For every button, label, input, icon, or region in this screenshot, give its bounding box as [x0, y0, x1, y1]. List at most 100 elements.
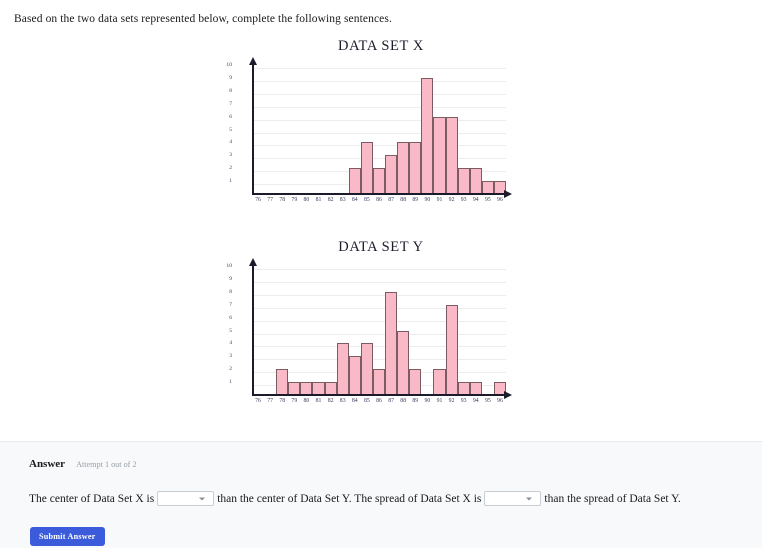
x-tick-label: 82 [327, 197, 334, 203]
x-tick-label: 85 [363, 197, 370, 203]
chart-data-set-y: DATA SET Y 1 2 3 4 5 6 7 8 9 10 76 77 78 79 80 81 82 83 8… [0, 239, 762, 412]
chevron-down-icon [526, 497, 533, 500]
gridline [252, 80, 506, 82]
question-prompt: Based on the two data sets represented b… [14, 13, 392, 25]
x-tick-label: 79 [291, 197, 298, 203]
bar [469, 168, 482, 194]
x-axis-line-y [252, 394, 506, 396]
x-tick-label: 92 [448, 398, 455, 404]
y-tick-label: 4 [229, 340, 232, 347]
x-tick-label: 79 [291, 398, 298, 404]
bar [409, 369, 422, 395]
x-tick-label: 88 [400, 398, 407, 404]
bar [385, 291, 398, 395]
bar [421, 77, 434, 194]
sentence-part-2: than the center of Data Set Y. The sprea… [217, 492, 482, 505]
chart-title-x: DATA SET X [338, 38, 424, 54]
x-tick-label: 87 [388, 197, 394, 203]
bar [372, 168, 386, 194]
x-tick-label: 93 [460, 398, 467, 404]
bars-x [252, 63, 506, 194]
submit-answer-button[interactable]: Submit Answer [30, 527, 105, 546]
x-tick-label: 84 [351, 197, 358, 203]
x-tick-label: 96 [497, 398, 503, 404]
y-axis-line-x [252, 63, 254, 194]
y-tick-label: 5 [229, 327, 232, 334]
gridline [252, 294, 506, 296]
sentence-part-1: The center of Data Set X is [29, 492, 155, 505]
y-tick-label: 10 [226, 62, 232, 68]
bar [336, 343, 349, 395]
gridline [252, 333, 506, 335]
x-tick-label: 94 [472, 197, 479, 203]
x-tick-label: 95 [484, 398, 491, 404]
y-tick-label: 6 [229, 314, 232, 321]
bar [348, 356, 361, 395]
bar [433, 116, 446, 194]
x-tick-label: 90 [424, 398, 431, 404]
gridline [252, 269, 506, 270]
gridline [252, 119, 506, 121]
chevron-down-icon [199, 497, 206, 500]
x-axis-labels-x: 76 77 78 79 80 81 82 83 84 85 86 87 88 89 90 91 92 93 94 95… [252, 197, 506, 209]
x-tick-label: 78 [279, 197, 286, 203]
x-tick-label: 95 [484, 197, 491, 203]
y-axis-arrow-icon-x [248, 57, 257, 65]
x-tick-label: 86 [376, 197, 382, 203]
spread-comparison-select[interactable] [484, 491, 542, 506]
answer-heading: Answer [29, 458, 66, 470]
x-axis-arrow-icon-y [504, 390, 512, 399]
x-tick-label: 88 [400, 197, 407, 203]
plot-area-x: 1 2 3 4 5 6 7 8 9 10 76 77 78 79 80 81 82 83 84 85 86 87 88 89… [226, 57, 526, 211]
bars-y [252, 264, 506, 395]
bar [385, 155, 398, 194]
x-tick-label: 94 [472, 398, 479, 404]
chart-title-y: DATA SET Y [338, 239, 424, 255]
bar [409, 142, 422, 194]
y-tick-label: 8 [229, 288, 232, 295]
y-tick-label: 6 [229, 113, 232, 120]
x-tick-label: 77 [267, 398, 274, 404]
gridline [252, 359, 506, 361]
x-tick-label: 82 [327, 398, 334, 404]
x-axis-labels-y: 76 77 78 79 80 81 82 83 84 85 86 87 88 89 90 91 92 93 94 95… [252, 398, 506, 410]
bar [445, 116, 458, 194]
x-tick-label: 84 [351, 398, 358, 404]
bar [372, 369, 386, 395]
x-tick-label: 81 [315, 398, 322, 404]
x-tick-label: 81 [315, 197, 322, 203]
gridline [252, 132, 506, 134]
y-tick-label: 9 [229, 275, 232, 282]
x-tick-label: 91 [436, 398, 443, 404]
x-tick-label: 86 [376, 398, 382, 404]
bar [397, 330, 410, 395]
x-tick-label: 87 [388, 398, 394, 404]
gridline [252, 158, 506, 160]
center-comparison-select[interactable] [157, 491, 215, 506]
bar [457, 168, 470, 194]
y-tick-label: 8 [229, 87, 232, 94]
y-tick-label: 1 [229, 178, 232, 185]
y-tick-label: 7 [229, 100, 232, 107]
x-tick-label: 90 [424, 197, 431, 203]
y-tick-label: 10 [226, 263, 232, 269]
y-tick-label: 5 [229, 126, 232, 133]
sentence-part-3: than the spread of Data Set Y. [544, 492, 681, 505]
y-tick-label: 7 [229, 301, 232, 308]
gridline [252, 281, 506, 283]
bar [276, 369, 289, 395]
gridline [252, 68, 506, 69]
gridline [252, 93, 506, 95]
x-tick-label: 83 [339, 398, 346, 404]
gridline [252, 106, 506, 108]
attempt-counter: Attempt 1 out of 2 [76, 460, 137, 469]
gridline [252, 320, 506, 322]
x-tick-label: 92 [448, 197, 455, 203]
y-tick-label: 2 [229, 165, 232, 172]
bar [445, 304, 458, 395]
bar [360, 142, 373, 194]
y-tick-label: 4 [229, 139, 232, 146]
y-tick-label: 1 [229, 379, 232, 386]
y-axis-line-y [252, 264, 254, 395]
x-axis-arrow-icon-x [504, 189, 512, 198]
